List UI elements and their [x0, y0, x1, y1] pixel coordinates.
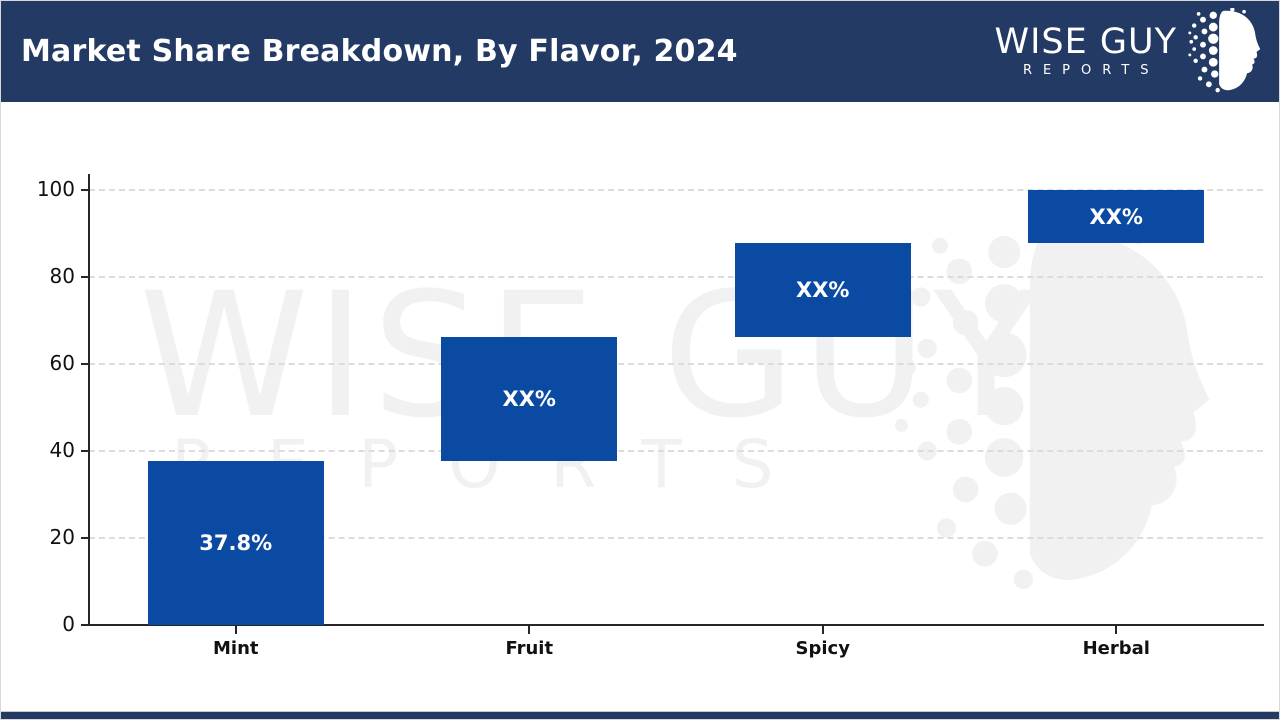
gridline	[89, 537, 1263, 539]
bar-fruit: XX%	[441, 337, 618, 461]
logo-wordmark: WISE GUY	[994, 22, 1177, 62]
x-tick-label: Spicy	[795, 638, 850, 659]
y-tick-mark	[81, 450, 89, 452]
plot-area: 0 20 40 60 80 100 37.8% XX% XX% XX% Mint Fruit Spi…	[1, 102, 1279, 714]
wiseguy-logo-text: WISE GUY REPORTS	[994, 22, 1177, 79]
page-title: Market Share Breakdown, By Flavor, 2024	[21, 34, 738, 69]
wiseguy-face-icon	[1181, 8, 1269, 96]
y-tick-label: 40	[49, 438, 75, 462]
x-tick-label: Herbal	[1082, 638, 1150, 659]
bar-value-label: 37.8%	[199, 530, 273, 555]
x-axis	[88, 624, 1264, 626]
y-tick-mark	[81, 537, 89, 539]
y-tick-mark	[81, 363, 89, 365]
y-tick-mark	[81, 189, 89, 191]
x-tick-mark	[1115, 626, 1118, 634]
chart-area: WISE GUY REPORTS 0 20 40 60 80 100 37.8% XX% XX…	[1, 102, 1279, 714]
bar-herbal: XX%	[1028, 190, 1205, 244]
bar-value-label: XX%	[502, 386, 556, 411]
x-tick-label: Mint	[212, 638, 259, 659]
wiseguy-logo: WISE GUY REPORTS	[994, 1, 1269, 102]
logo-subtext: REPORTS	[1022, 63, 1160, 78]
y-tick-label: 60	[49, 351, 75, 375]
y-axis	[88, 174, 90, 626]
footer-bar	[1, 711, 1279, 719]
bar-mint: 37.8%	[147, 460, 324, 625]
bar-value-label: XX%	[1089, 204, 1143, 229]
y-tick-mark	[81, 624, 89, 626]
x-tick-label: Fruit	[505, 638, 554, 659]
x-tick-mark	[234, 626, 237, 634]
y-tick-mark	[81, 276, 89, 278]
header-bar: Market Share Breakdown, By Flavor, 2024 …	[1, 1, 1279, 102]
x-tick-mark	[528, 626, 531, 634]
x-tick-mark	[821, 626, 824, 634]
y-tick-label: 100	[36, 177, 75, 201]
bar-spicy: XX%	[734, 243, 911, 338]
y-tick-label: 20	[49, 525, 75, 549]
y-tick-label: 80	[49, 264, 75, 288]
gridline	[89, 363, 1263, 365]
bar-value-label: XX%	[796, 278, 850, 303]
gridline	[89, 450, 1263, 452]
y-tick-label: 0	[62, 612, 75, 636]
gridline	[89, 276, 1263, 278]
gridline	[89, 189, 1263, 191]
